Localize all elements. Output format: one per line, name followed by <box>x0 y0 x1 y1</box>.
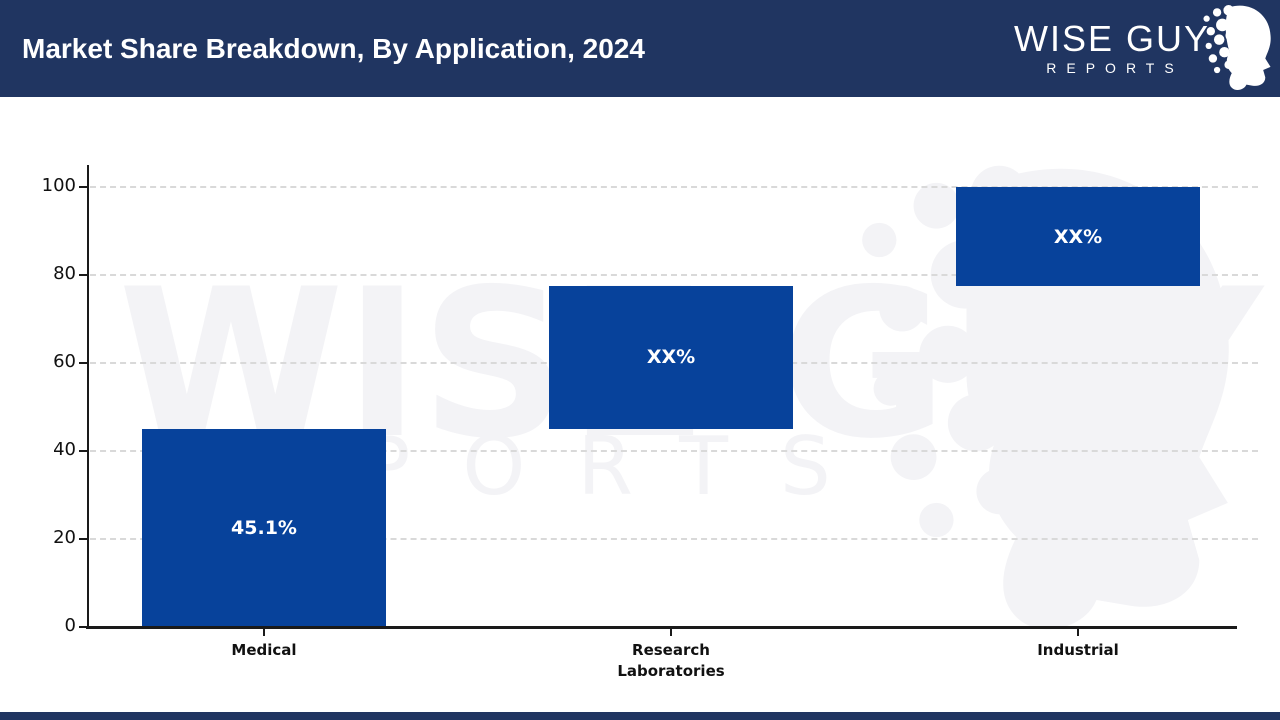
y-tick-mark-80 <box>79 274 88 276</box>
gridline-40 <box>90 450 1258 452</box>
bar-industrial: XX% <box>956 187 1200 287</box>
gridline-80 <box>90 274 1258 276</box>
wise-guy-reports-logo: WISE GUY REPORTS <box>1014 4 1274 92</box>
y-tick-mark-100 <box>79 186 88 188</box>
y-tick-label-60: 60 <box>53 351 76 372</box>
x-category-label-industrial: Industrial <box>1037 641 1119 659</box>
y-tick-mark-0 <box>79 626 88 628</box>
y-tick-mark-40 <box>79 450 88 452</box>
x-category-label-research-laboratories: Research Laboratories <box>617 641 725 680</box>
logo-wordmark: WISE GUY <box>1013 18 1210 60</box>
y-tick-label-100: 100 <box>41 175 76 196</box>
gridline-20 <box>90 538 1258 540</box>
y-tick-mark-60 <box>79 362 88 364</box>
header-bar: Market Share Breakdown, By Application, … <box>0 0 1280 97</box>
bar-value-label-medical: 45.1% <box>231 516 297 539</box>
bar-research-laboratories: XX% <box>549 286 793 429</box>
x-axis-line <box>86 626 1237 629</box>
x-tick-mark-research-laboratories <box>670 629 672 636</box>
y-tick-label-20: 20 <box>53 527 76 548</box>
x-tick-mark-industrial <box>1077 629 1079 636</box>
footer-bar <box>0 712 1280 720</box>
logo-reports-text: REPORTS <box>1046 59 1184 76</box>
y-tick-label-40: 40 <box>53 439 76 460</box>
bar-value-label-industrial: XX% <box>1053 225 1103 248</box>
bar-value-label-research-laboratories: XX% <box>646 346 696 369</box>
y-axis-line <box>87 165 89 629</box>
x-tick-mark-medical <box>263 629 265 636</box>
page-title: Market Share Breakdown, By Application, … <box>22 32 645 64</box>
y-tick-mark-20 <box>79 538 88 540</box>
bar-medical: 45.1% <box>142 428 386 627</box>
y-tick-label-0: 0 <box>64 615 76 636</box>
logo-text: WISE GUY REPORTS <box>1014 20 1210 76</box>
gridline-100 <box>90 186 1258 188</box>
x-category-label-medical: Medical <box>231 641 297 659</box>
logo-dotted-head-icon <box>1203 5 1271 91</box>
y-tick-label-80: 80 <box>53 263 76 284</box>
